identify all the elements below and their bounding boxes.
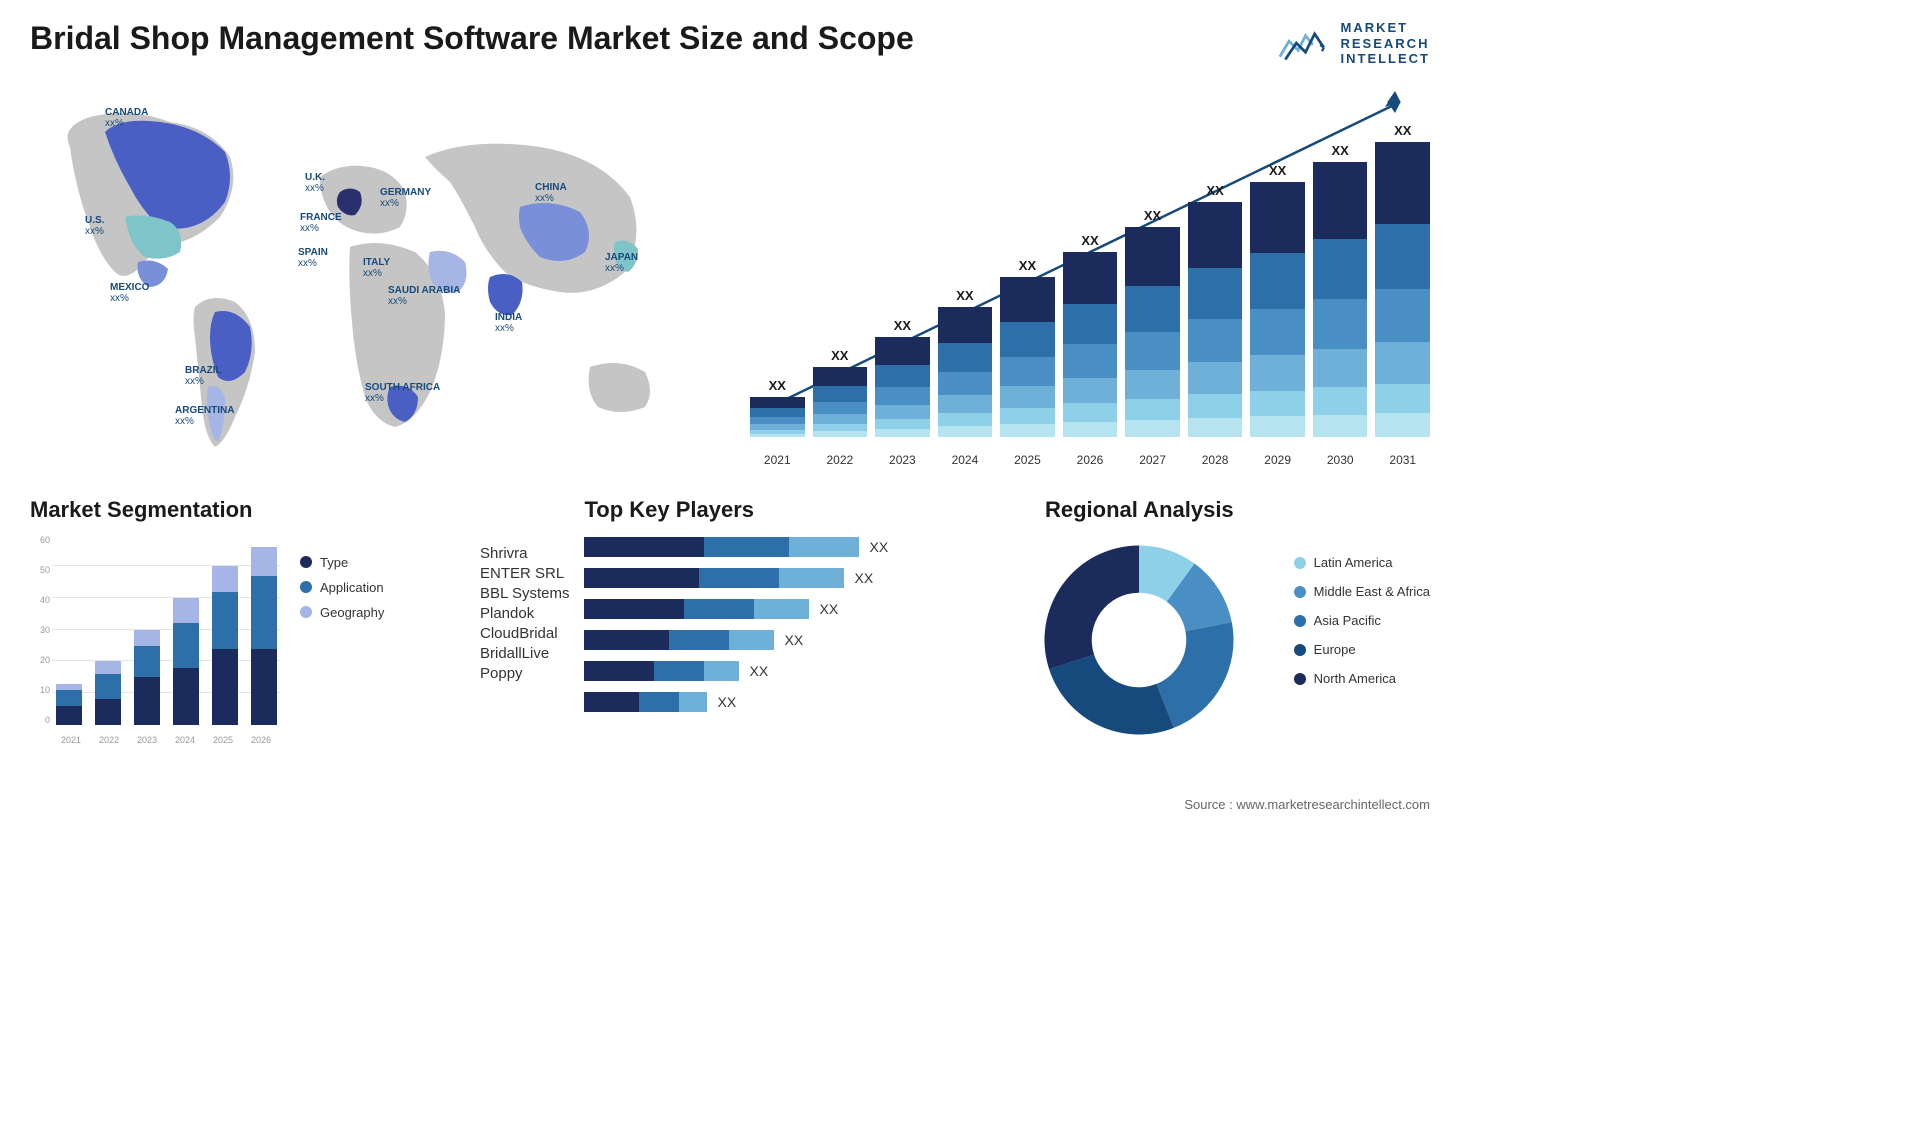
- player-bar: XX: [584, 568, 980, 588]
- map-label: SOUTH AFRICAxx%: [365, 382, 440, 404]
- growth-bar: XX: [1125, 208, 1180, 437]
- map-label: SPAINxx%: [298, 247, 328, 269]
- growth-bar-label: XX: [831, 348, 848, 363]
- world-map: CANADAxx% U.S.xx% MEXICOxx% BRAZILxx% ARGENT…: [30, 87, 710, 467]
- growth-bar: XX: [1250, 163, 1305, 437]
- map-label: GERMANYxx%: [380, 187, 431, 209]
- growth-x-label: 2031: [1375, 453, 1430, 467]
- map-label: ARGENTINAxx%: [175, 405, 234, 427]
- map-label: CANADAxx%: [105, 107, 148, 129]
- growth-x-label: 2029: [1250, 453, 1305, 467]
- regional-title: Regional Analysis: [1010, 497, 1269, 523]
- player-bar: XX: [584, 537, 980, 557]
- growth-bar: XX: [1063, 233, 1118, 437]
- players-section: . ShrivraENTER SRLBBL SystemsPlandokClou…: [480, 497, 980, 745]
- legend-item: North America: [1294, 671, 1430, 686]
- growth-x-label: 2021: [750, 453, 805, 467]
- map-label: MEXICOxx%: [110, 282, 149, 304]
- player-name: Poppy: [480, 664, 569, 684]
- segmentation-chart: 6050403020100 202120222023202420252026: [30, 535, 280, 745]
- page-title: Bridal Shop Management Software Market S…: [30, 20, 914, 57]
- growth-bar-label: XX: [956, 288, 973, 303]
- segmentation-section: Market Segmentation 6050403020100 202120…: [30, 497, 450, 745]
- growth-bar: XX: [750, 378, 805, 437]
- map-label: U.K.xx%: [305, 172, 325, 194]
- map-label: U.S.xx%: [85, 215, 104, 237]
- segmentation-bar: [56, 684, 82, 725]
- logo-text-3: INTELLECT: [1341, 51, 1431, 67]
- donut-segment: [1157, 622, 1234, 728]
- legend-item: Europe: [1294, 642, 1430, 657]
- growth-bar-label: XX: [1081, 233, 1098, 248]
- growth-x-label: 2026: [1063, 453, 1118, 467]
- growth-bar-label: XX: [1206, 183, 1223, 198]
- map-label: INDIAxx%: [495, 312, 522, 334]
- player-name: BridallLive: [480, 644, 569, 664]
- growth-bar: XX: [1188, 183, 1243, 437]
- player-bar: XX: [584, 661, 980, 681]
- growth-bar-label: XX: [1144, 208, 1161, 223]
- growth-bar: XX: [1375, 123, 1430, 437]
- growth-bar: XX: [875, 318, 930, 437]
- segmentation-bar: [173, 598, 199, 725]
- segmentation-bar: [212, 566, 238, 724]
- player-name: CloudBridal: [480, 624, 569, 644]
- logo-icon: [1278, 23, 1333, 63]
- map-label: CHINAxx%: [535, 182, 567, 204]
- regional-donut: [1034, 535, 1244, 745]
- growth-bar: XX: [1313, 143, 1368, 437]
- map-label: SAUDI ARABIAxx%: [388, 285, 460, 307]
- growth-bar-label: XX: [1394, 123, 1411, 138]
- legend-item: Application: [300, 580, 384, 595]
- growth-x-label: 2027: [1125, 453, 1180, 467]
- player-name: BBL Systems: [480, 584, 569, 604]
- logo-text-2: RESEARCH: [1341, 36, 1431, 52]
- regional-section: Regional Analysis Latin America Middle Ea…: [1010, 497, 1430, 745]
- map-label: JAPANxx%: [605, 252, 638, 274]
- segmentation-legend: Type Application Geography: [300, 535, 384, 745]
- growth-x-label: 2023: [875, 453, 930, 467]
- player-name: Plandok: [480, 604, 569, 624]
- regional-legend: Latin America Middle East & Africa Asia Pa…: [1294, 555, 1430, 686]
- segmentation-bar: [134, 630, 160, 725]
- growth-x-label: 2025: [1000, 453, 1055, 467]
- logo: MARKET RESEARCH INTELLECT: [1278, 20, 1431, 67]
- growth-x-label: 2022: [813, 453, 868, 467]
- player-name: ENTER SRL: [480, 564, 569, 584]
- growth-bar: XX: [1000, 258, 1055, 437]
- growth-bar: XX: [938, 288, 993, 437]
- donut-segment: [1049, 654, 1174, 734]
- growth-bar-label: XX: [1332, 143, 1349, 158]
- legend-item: Asia Pacific: [1294, 613, 1430, 628]
- map-label: BRAZILxx%: [185, 365, 222, 387]
- players-title: Top Key Players: [584, 497, 980, 523]
- player-name: Shrivra: [480, 544, 569, 564]
- growth-bar: XX: [813, 348, 868, 437]
- player-bar: XX: [584, 630, 980, 650]
- growth-bar-label: XX: [769, 378, 786, 393]
- map-label: FRANCExx%: [300, 212, 342, 234]
- growth-bar-label: XX: [1019, 258, 1036, 273]
- donut-segment: [1045, 545, 1140, 669]
- source-text: Source : www.marketresearchintellect.com: [1184, 797, 1430, 812]
- legend-item: Middle East & Africa: [1294, 584, 1430, 599]
- legend-item: Type: [300, 555, 384, 570]
- map-label: ITALYxx%: [363, 257, 390, 279]
- growth-x-label: 2028: [1188, 453, 1243, 467]
- growth-bar-label: XX: [1269, 163, 1286, 178]
- player-bar: XX: [584, 692, 980, 712]
- segmentation-bar: [251, 547, 277, 724]
- growth-bar-label: XX: [894, 318, 911, 333]
- growth-chart: XX XX XX XX XX XX XX XX XX XX XX 2021 2022 2023 2024 2…: [750, 87, 1430, 467]
- segmentation-bar: [95, 661, 121, 724]
- legend-item: Geography: [300, 605, 384, 620]
- player-bar: XX: [584, 599, 980, 619]
- legend-item: Latin America: [1294, 555, 1430, 570]
- growth-x-label: 2024: [938, 453, 993, 467]
- growth-x-label: 2030: [1313, 453, 1368, 467]
- logo-text-1: MARKET: [1341, 20, 1431, 36]
- segmentation-title: Market Segmentation: [30, 497, 450, 523]
